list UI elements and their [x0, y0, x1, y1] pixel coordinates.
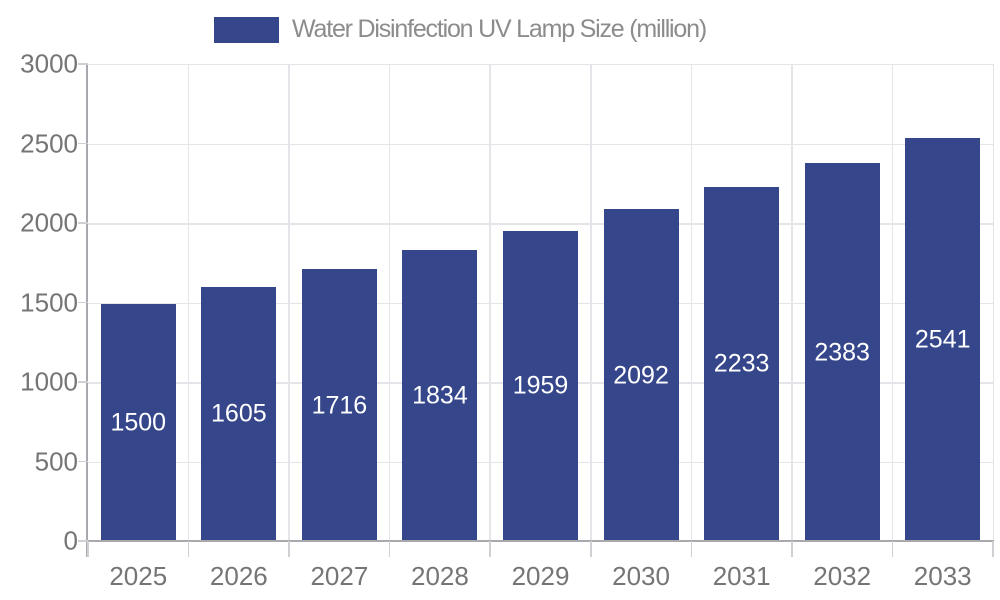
bar-value-label-2032: 2383: [814, 338, 870, 367]
legend-swatch: [214, 16, 280, 43]
x-tick-mark-0: [87, 541, 89, 557]
bar-2027: 1716: [301, 269, 377, 542]
v-gridline-3: [388, 65, 391, 542]
h-gridline-2500: [88, 143, 993, 146]
bar-2031: 2233: [704, 186, 780, 542]
y-tick-mark-500: [78, 460, 88, 463]
bar-value-label-2031: 2233: [713, 349, 770, 378]
bar-value-label-2027: 1716: [311, 391, 368, 420]
x-tick-label-2025: 2025: [109, 561, 168, 591]
bar-value-label-2026: 1605: [211, 399, 267, 428]
y-tick-label-3000: 3000: [20, 48, 78, 79]
x-tick-label-2033: 2033: [913, 561, 972, 591]
v-gridline-1: [187, 65, 190, 542]
x-tick-mark-9: [992, 541, 994, 557]
y-tick-mark-2500: [78, 142, 88, 145]
legend-item[interactable]: Water Disinfection UV Lamp Size (million…: [214, 15, 707, 44]
x-tick-mark-5: [590, 541, 592, 557]
x-tick-label-2030: 2030: [612, 561, 670, 591]
y-tick-mark-3000: [78, 63, 88, 65]
y-axis-line: [86, 64, 88, 557]
v-gridline-7: [791, 65, 793, 542]
y-tick-label-500: 500: [34, 446, 78, 476]
h-gridline-2000: [88, 223, 993, 225]
bar-2028: 1834: [402, 250, 478, 542]
legend-label: Water Disinfection UV Lamp Size (million…: [292, 15, 707, 43]
plot-area: 1500 1605 1716 1834 1959 2092 2233 2383 2541: [88, 64, 994, 542]
x-tick-mark-2: [288, 541, 290, 557]
x-tick-mark-7: [791, 541, 793, 557]
x-tick-mark-1: [187, 541, 190, 557]
y-tick-mark-1500: [78, 301, 88, 304]
x-tick-label-2032: 2032: [813, 561, 872, 591]
x-axis-line: [85, 539, 994, 542]
y-tick-mark-0: [78, 540, 88, 542]
y-tick-label-2500: 2500: [20, 128, 78, 158]
bar-2026: 1605: [201, 286, 277, 542]
x-tick-label-2027: 2027: [310, 561, 369, 591]
y-tick-mark-2000: [78, 222, 88, 224]
x-tick-label-2028: 2028: [411, 561, 469, 591]
x-tick-mark-3: [388, 541, 391, 557]
y-tick-label-1000: 1000: [20, 366, 78, 397]
x-axis-labels: 2025 2026 2027 2028 2029 2030 2031 2032 2033: [88, 541, 993, 600]
y-tick-label-1500: 1500: [20, 287, 78, 317]
y-axis-labels: 0 500 1000 1500 2000 2500 3000: [0, 0, 78, 600]
bar-2025: 1500: [100, 303, 176, 542]
bar-2032: 2383: [804, 163, 880, 542]
y-tick-label-2000: 2000: [20, 207, 78, 238]
bar-2030: 2092: [603, 209, 679, 542]
v-gridline-4: [489, 65, 491, 542]
y-tick-label-0: 0: [63, 525, 78, 556]
v-gridline-2: [288, 65, 290, 542]
legend: Water Disinfection UV Lamp Size (million…: [0, 15, 920, 44]
v-gridline-8: [891, 65, 894, 542]
x-tick-mark-6: [690, 541, 693, 557]
v-gridline-5: [590, 65, 592, 542]
y-tick-mark-1000: [78, 381, 88, 383]
bar-value-label-2029: 1959: [512, 371, 569, 400]
bar-value-label-2028: 1834: [412, 381, 468, 410]
bar-value-label-2025: 1500: [110, 408, 167, 437]
x-tick-mark-4: [489, 541, 491, 557]
x-tick-mark-8: [891, 541, 894, 557]
x-tick-label-2031: 2031: [712, 561, 771, 591]
bar-2033: 2541: [905, 137, 981, 542]
bar-2029: 1959: [503, 230, 578, 542]
bar-value-label-2030: 2092: [613, 361, 669, 390]
x-tick-label-2029: 2029: [511, 561, 570, 591]
v-gridline-6: [690, 65, 693, 542]
x-tick-label-2026: 2026: [209, 561, 268, 591]
bar-value-label-2033: 2541: [914, 325, 971, 354]
